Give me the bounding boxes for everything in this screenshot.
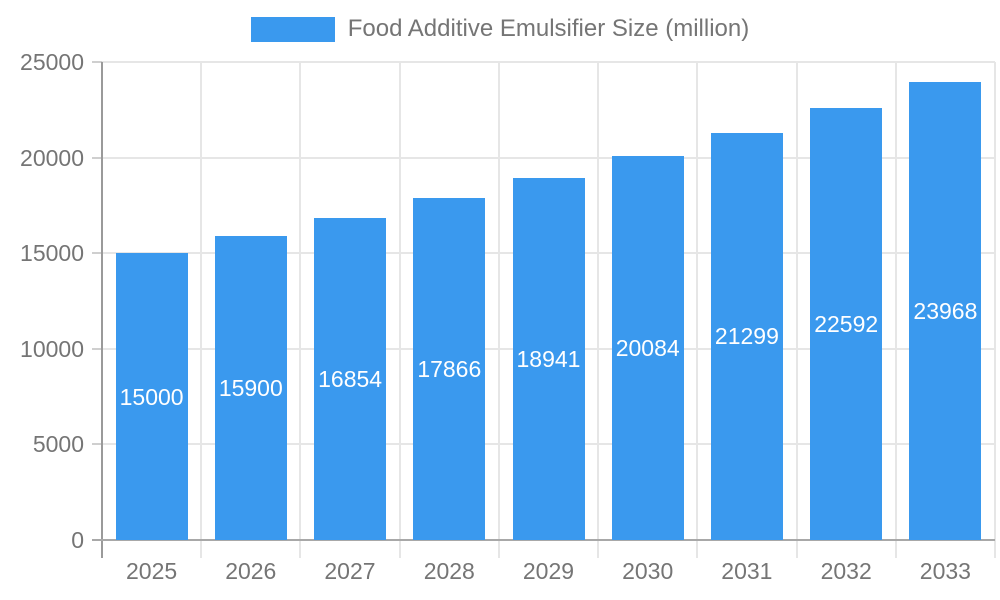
y-axis-line xyxy=(101,62,103,558)
y-axis-tick xyxy=(92,347,102,350)
x-axis-tick-label: 2032 xyxy=(820,558,872,584)
bar-value-label: 20084 xyxy=(615,335,680,361)
x-axis-tick-label: 2026 xyxy=(225,558,277,584)
y-axis-tick xyxy=(92,443,102,446)
bar-value-label: 16854 xyxy=(318,365,383,392)
legend-label: Food Additive Emulsifier Size (million) xyxy=(347,15,750,42)
bar-value-label: 23968 xyxy=(913,297,978,324)
gridline-h xyxy=(102,156,995,159)
y-axis-tick-label: 20000 xyxy=(20,144,84,171)
bar-value-label: 21299 xyxy=(714,323,779,350)
bar xyxy=(214,236,287,540)
bar xyxy=(115,253,188,540)
gridline-v xyxy=(795,62,798,558)
legend-swatch xyxy=(250,16,335,42)
y-axis-tick xyxy=(92,156,102,159)
x-axis-tick-label: 2028 xyxy=(423,558,475,584)
x-axis-tick-label: 2029 xyxy=(522,558,575,584)
bar xyxy=(512,177,585,540)
x-axis-tick-label: 2033 xyxy=(919,558,971,584)
x-axis-tick-label: 2031 xyxy=(721,558,773,584)
y-axis-tick-label: 5000 xyxy=(32,431,84,458)
bar xyxy=(413,198,486,540)
gridline-v xyxy=(597,62,600,558)
chart-legend: Food Additive Emulsifier Size (million) xyxy=(0,15,1000,43)
bar xyxy=(710,132,783,540)
gridline-h xyxy=(102,61,995,63)
x-axis-line xyxy=(92,539,995,541)
gridline-v xyxy=(398,62,401,558)
y-axis-tick-label: 25000 xyxy=(20,49,84,75)
bar xyxy=(810,108,883,540)
y-axis-tick xyxy=(92,252,102,255)
x-axis-tick-label: 2027 xyxy=(324,558,376,584)
bar-value-label: 18941 xyxy=(516,345,581,372)
bar-value-label: 15900 xyxy=(218,375,283,401)
y-axis-tick xyxy=(92,61,102,63)
bar-value-label: 17866 xyxy=(417,356,482,383)
bar-value-label: 22592 xyxy=(814,311,879,337)
bar-value-label: 15000 xyxy=(119,383,184,410)
bar xyxy=(611,156,684,540)
gridline-v xyxy=(497,62,500,558)
gridline-v xyxy=(200,62,203,558)
x-axis-tick-label: 2030 xyxy=(622,558,674,584)
gridline-v xyxy=(894,62,897,558)
y-axis-tick-label: 10000 xyxy=(20,335,84,362)
y-axis-tick-label: 0 xyxy=(71,527,84,553)
gridline-v xyxy=(696,62,699,558)
gridline-v xyxy=(299,62,302,558)
x-axis-tick-label: 2025 xyxy=(126,558,178,584)
bar xyxy=(314,217,387,540)
y-axis-tick-label: 15000 xyxy=(20,240,84,267)
gridline-v xyxy=(994,62,996,558)
bar xyxy=(909,81,982,540)
